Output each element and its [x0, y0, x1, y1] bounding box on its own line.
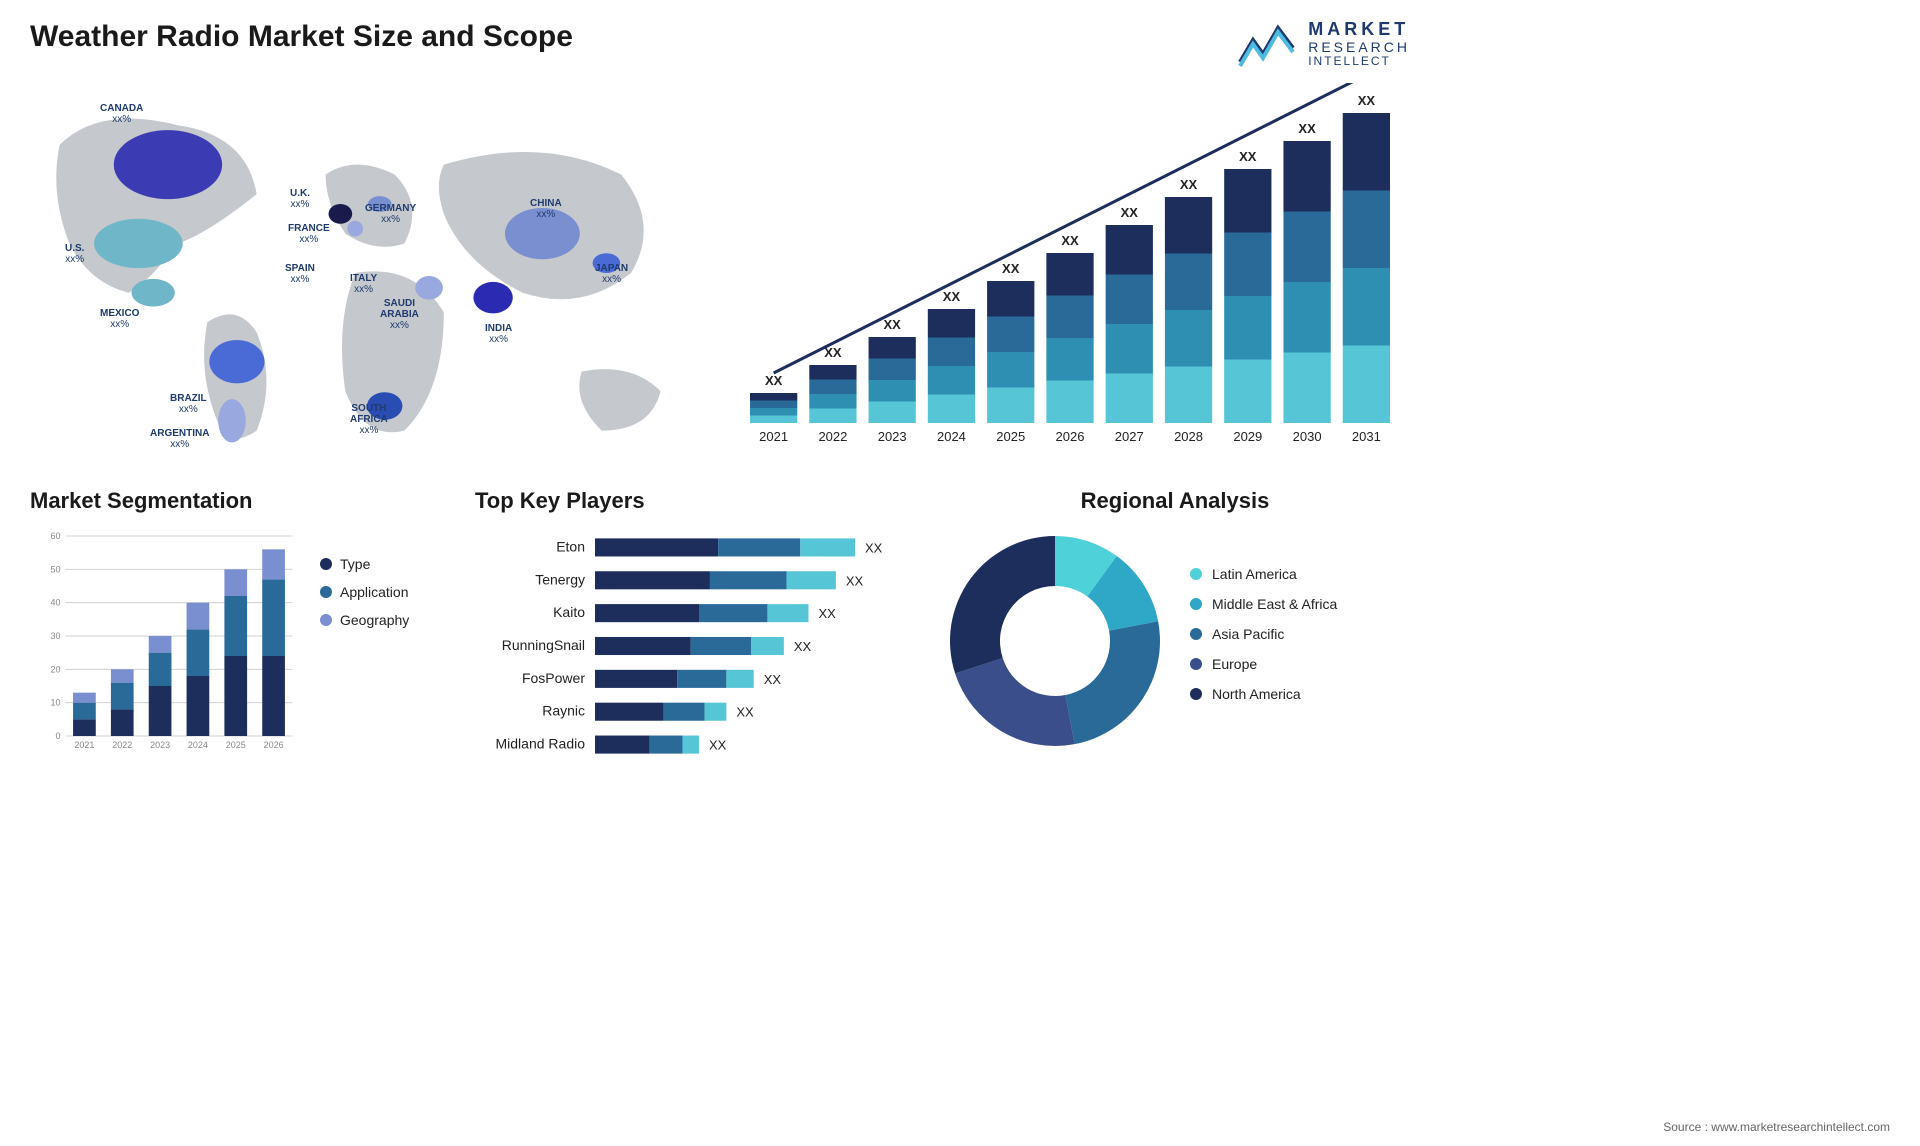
svg-text:Kaito: Kaito — [553, 605, 585, 621]
svg-text:XX: XX — [943, 289, 961, 304]
svg-text:2030: 2030 — [1293, 429, 1322, 444]
growth-chart: XX 2021 XX 2022 XX 2023 XX 2024 XX 2025 XX 2026 XX 20… — [730, 83, 1410, 463]
world-map-panel: CANADAxx% U.S.xx% MEXICOxx% BRAZILxx% ARGENT… — [30, 83, 700, 463]
legend-item: Latin America — [1190, 566, 1337, 582]
map-label: SPAINxx% — [285, 263, 315, 285]
svg-text:2023: 2023 — [150, 740, 170, 750]
svg-text:XX: XX — [865, 541, 883, 556]
svg-text:XX: XX — [1298, 121, 1316, 136]
svg-text:Tenergy: Tenergy — [535, 572, 585, 588]
svg-text:XX: XX — [709, 738, 727, 753]
svg-text:2021: 2021 — [74, 740, 94, 750]
svg-text:XX: XX — [1061, 233, 1079, 248]
map-label: SOUTHAFRICAxx% — [350, 403, 388, 436]
logo-line3: INTELLECT — [1308, 55, 1410, 68]
svg-text:2028: 2028 — [1174, 429, 1203, 444]
svg-text:2021: 2021 — [759, 429, 788, 444]
regional-donut — [940, 526, 1170, 756]
regional-title: Regional Analysis — [940, 488, 1410, 514]
map-label: SAUDIARABIAxx% — [380, 298, 419, 331]
australia-shape — [579, 369, 660, 431]
segmentation-legend: Type Application Geography — [320, 526, 450, 756]
map-label: JAPANxx% — [595, 263, 628, 285]
map-label: ARGENTINAxx% — [150, 428, 209, 450]
svg-text:XX: XX — [884, 317, 902, 332]
svg-text:2024: 2024 — [188, 740, 208, 750]
source-line: Source : www.marketresearchintellect.com — [1663, 1120, 1890, 1134]
svg-text:XX: XX — [1239, 149, 1257, 164]
svg-text:XX: XX — [818, 607, 836, 622]
legend-item: Asia Pacific — [1190, 626, 1337, 642]
svg-text:Eton: Eton — [556, 539, 585, 555]
map-label: BRAZILxx% — [170, 393, 207, 415]
svg-text:2031: 2031 — [1352, 429, 1381, 444]
map-label: ITALYxx% — [350, 273, 377, 295]
svg-text:2025: 2025 — [996, 429, 1025, 444]
svg-text:2026: 2026 — [264, 740, 284, 750]
svg-text:RunningSnail: RunningSnail — [502, 637, 585, 653]
svg-text:XX: XX — [765, 373, 783, 388]
svg-text:XX: XX — [1358, 93, 1376, 108]
page-title: Weather Radio Market Size and Scope — [30, 20, 573, 54]
svg-text:2023: 2023 — [878, 429, 907, 444]
map-label: GERMANYxx% — [365, 203, 416, 225]
growth-chart-panel: XX 2021 XX 2022 XX 2023 XX 2024 XX 2025 XX 2026 XX 20… — [730, 83, 1410, 463]
map-label: CANADAxx% — [100, 103, 143, 125]
legend-item: Application — [320, 584, 450, 600]
map-label: FRANCExx% — [288, 223, 330, 245]
svg-text:40: 40 — [50, 598, 60, 608]
legend-item: Europe — [1190, 656, 1337, 672]
map-label: MEXICOxx% — [100, 308, 139, 330]
regional-legend: Latin America Middle East & Africa Asia Pa… — [1190, 566, 1337, 716]
svg-text:XX: XX — [736, 705, 754, 720]
brand-logo: MARKET RESEARCH INTELLECT — [1238, 20, 1410, 68]
logo-line2: RESEARCH — [1308, 40, 1410, 55]
svg-text:50: 50 — [50, 565, 60, 575]
svg-text:0: 0 — [55, 731, 60, 741]
svg-text:2026: 2026 — [1056, 429, 1085, 444]
svg-text:60: 60 — [50, 531, 60, 541]
svg-text:30: 30 — [50, 631, 60, 641]
svg-text:20: 20 — [50, 665, 60, 675]
legend-item: Middle East & Africa — [1190, 596, 1337, 612]
map-label: INDIAxx% — [485, 323, 512, 345]
svg-text:XX: XX — [1180, 177, 1198, 192]
legend-item: Geography — [320, 612, 450, 628]
svg-text:FosPower: FosPower — [522, 670, 585, 686]
svg-text:XX: XX — [1002, 261, 1020, 276]
svg-text:Raynic: Raynic — [542, 703, 585, 719]
segmentation-chart: 0 10 20 30 40 50 60 2021 2022 2023 2024 2025 2026 — [30, 526, 305, 756]
segmentation-title: Market Segmentation — [30, 488, 450, 514]
legend-item: North America — [1190, 686, 1337, 702]
svg-text:2022: 2022 — [112, 740, 132, 750]
map-label: CHINAxx% — [530, 198, 562, 220]
players-title: Top Key Players — [475, 488, 915, 514]
legend-item: Type — [320, 556, 450, 572]
players-chart: Eton XX Tenergy XX Kaito XX RunningSnail XX FosP… — [475, 526, 915, 756]
svg-text:XX: XX — [824, 345, 842, 360]
svg-text:XX: XX — [1121, 205, 1139, 220]
svg-text:XX: XX — [846, 574, 864, 589]
svg-text:10: 10 — [50, 698, 60, 708]
svg-text:XX: XX — [794, 639, 812, 654]
svg-text:Midland Radio: Midland Radio — [496, 736, 586, 752]
svg-text:2022: 2022 — [818, 429, 847, 444]
logo-icon — [1238, 20, 1298, 68]
logo-line1: MARKET — [1308, 20, 1410, 40]
svg-text:2029: 2029 — [1233, 429, 1262, 444]
segmentation-panel: Market Segmentation 0 10 20 30 40 50 60 2021 202… — [30, 488, 450, 761]
svg-text:XX: XX — [764, 672, 782, 687]
map-label: U.S.xx% — [65, 243, 84, 265]
regional-panel: Regional Analysis Latin America Middle Ea… — [940, 488, 1410, 761]
map-label: U.K.xx% — [290, 188, 310, 210]
svg-text:2024: 2024 — [937, 429, 966, 444]
svg-text:2027: 2027 — [1115, 429, 1144, 444]
svg-text:2025: 2025 — [226, 740, 246, 750]
players-panel: Top Key Players Eton XX Tenergy XX Kaito XX Ru… — [475, 488, 915, 761]
